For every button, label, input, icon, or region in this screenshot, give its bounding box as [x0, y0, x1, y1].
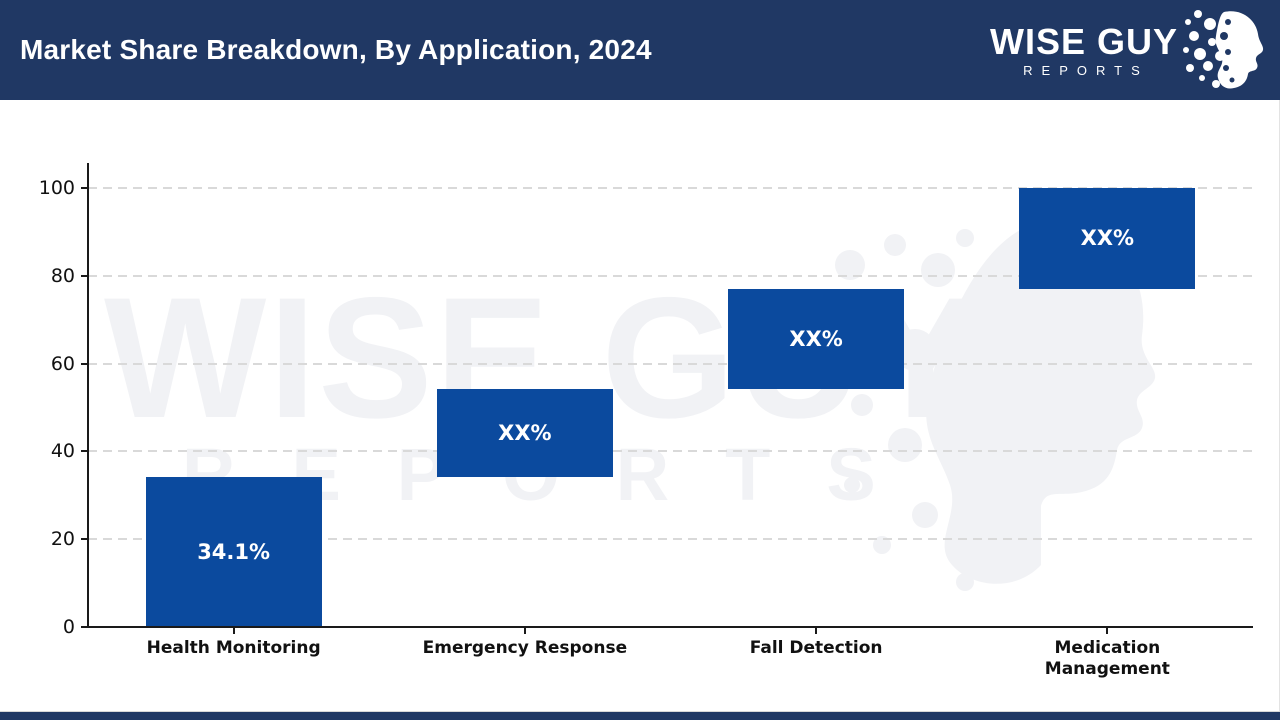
logo-wordmark: WISE GUY	[989, 20, 1178, 62]
bar-value-label-emergency-response: XX%	[498, 421, 552, 446]
category-label-health-monitoring: Health Monitoring	[146, 638, 321, 658]
logo-text: WISE GUY REPORTS	[989, 20, 1178, 78]
header-bar: Market Share Breakdown, By Application, …	[0, 0, 1280, 100]
y-tick-label-0: 0	[62, 616, 75, 638]
category-label-emergency-response: Emergency Response	[422, 638, 628, 658]
gridline-100	[88, 187, 1253, 189]
bar-medication-management: XX%	[1019, 188, 1196, 289]
bar-value-label-fall-detection: XX%	[789, 326, 843, 351]
footer-divider	[0, 711, 1280, 712]
x-tick-health-monitoring	[232, 627, 235, 634]
category-label-medication-management: Medication Management	[1044, 638, 1170, 679]
gridline-80	[88, 274, 1253, 277]
logo-subtitle: REPORTS	[1023, 62, 1149, 78]
y-axis-spine	[87, 163, 89, 628]
y-tick-40	[81, 450, 88, 453]
x-tick-emergency-response	[523, 627, 526, 634]
watermark-face-icon	[830, 221, 1156, 591]
logo-face-icon	[1183, 10, 1264, 89]
x-tick-medication-management	[1106, 627, 1109, 634]
y-tick-100	[81, 187, 88, 189]
wise-guy-reports-logo: WISE GUY REPORTS	[990, 6, 1266, 94]
y-tick-80	[81, 274, 88, 277]
gridline-20	[88, 538, 1253, 541]
y-tick-60	[81, 362, 88, 365]
x-tick-fall-detection	[815, 627, 818, 634]
gridline-40	[88, 450, 1253, 453]
category-label-fall-detection: Fall Detection	[749, 638, 883, 658]
y-tick-label-80: 80	[50, 264, 75, 287]
bar-emergency-response: XX%	[436, 389, 613, 478]
gridline-60	[88, 362, 1253, 365]
y-tick-0	[81, 626, 88, 628]
y-tick-label-40: 40	[50, 440, 75, 463]
bar-fall-detection: XX%	[728, 288, 905, 390]
bar-value-label-medication-management: XX%	[1080, 226, 1135, 251]
x-axis-spine	[87, 626, 1253, 628]
page-title: Market Share Breakdown, By Application, …	[20, 34, 652, 65]
bar-health-monitoring: 34.1%	[145, 477, 322, 627]
y-tick-label-100: 100	[38, 177, 75, 199]
y-tick-20	[81, 538, 88, 541]
y-tick-label-60: 60	[50, 352, 75, 375]
bar-value-label-health-monitoring: 34.1%	[197, 540, 271, 565]
footer-bar	[0, 712, 1280, 720]
y-tick-label-20: 20	[50, 528, 75, 551]
